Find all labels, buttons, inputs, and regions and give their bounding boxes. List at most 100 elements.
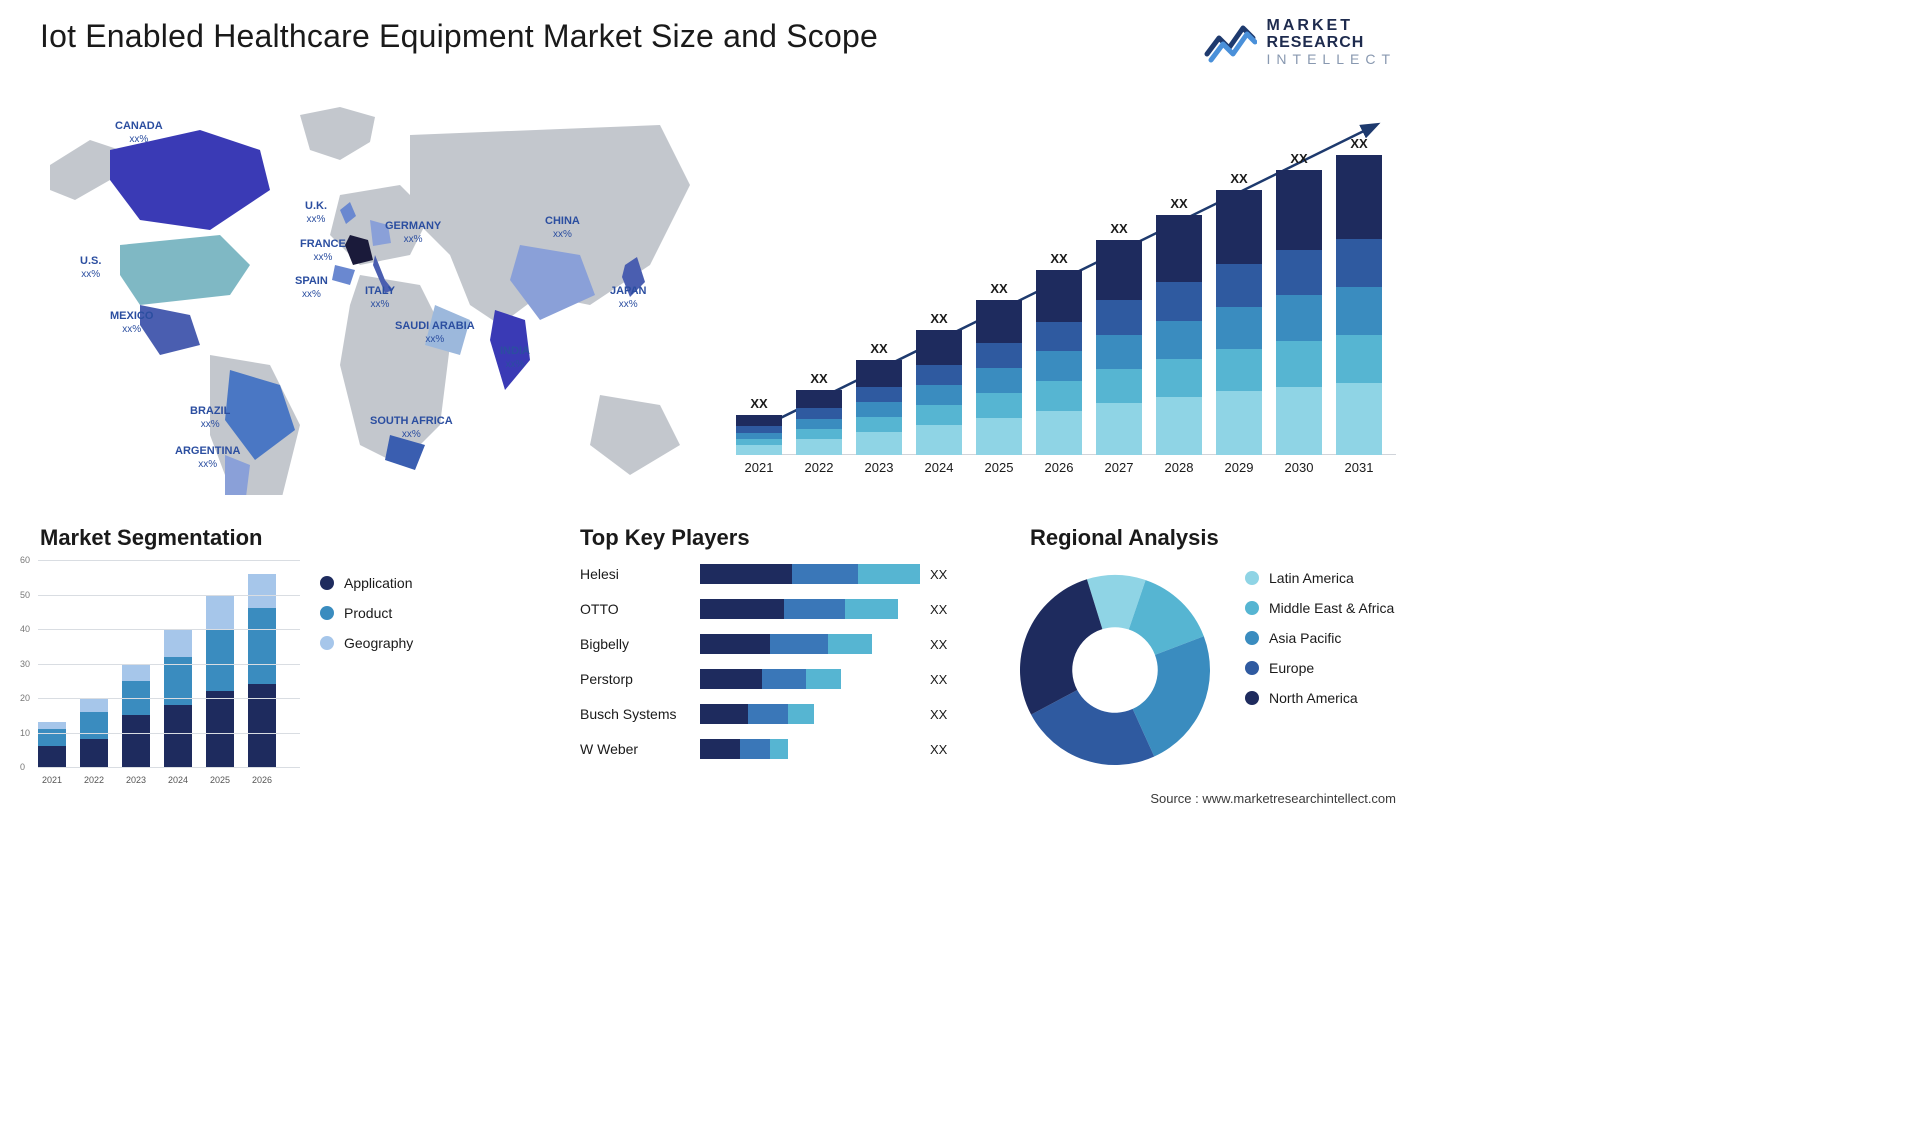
logo-line1: MARKET (1267, 18, 1396, 35)
world-map: CANADAxx% U.S.xx% MEXICOxx% BRAZILxx% ARGENT… (40, 95, 700, 495)
key-players-bar-chart: HelesiXXOTTOXXBigbellyXXPerstorpXXBusch … (580, 560, 970, 785)
growth-bar: XX2028 (1156, 215, 1202, 455)
segmentation-title: Market Segmentation (40, 525, 263, 551)
map-label: U.K.xx% (305, 200, 327, 225)
growth-bar-year: 2021 (736, 460, 782, 475)
regional-donut-chart (1005, 560, 1225, 780)
segmentation-bar: 2026 (248, 574, 276, 767)
page-title: Iot Enabled Healthcare Equipment Market … (40, 18, 878, 55)
map-label: JAPANxx% (610, 285, 646, 310)
growth-bar-value: XX (1156, 196, 1202, 215)
growth-bar-value: XX (916, 311, 962, 330)
growth-stacked-bar-chart: XX2021XX2022XX2023XX2024XX2025XX2026XX20… (736, 110, 1396, 475)
brand-logo: MARKET RESEARCH INTELLECT (1203, 18, 1396, 66)
player-row: Helesi XX (580, 560, 970, 588)
legend-item: Geography (320, 635, 413, 651)
player-name: OTTO (580, 601, 700, 617)
segmentation-year: 2026 (248, 775, 276, 785)
player-name: Perstorp (580, 671, 700, 687)
player-value: XX (930, 637, 947, 652)
map-label: SOUTH AFRICAxx% (370, 415, 453, 440)
player-row: Bigbelly XX (580, 630, 970, 658)
growth-bar-year: 2022 (796, 460, 842, 475)
regional-legend: Latin America Middle East & Africa Asia Pa… (1245, 570, 1394, 720)
map-label: MEXICOxx% (110, 310, 153, 335)
growth-bar-year: 2028 (1156, 460, 1202, 475)
growth-bar-value: XX (1336, 136, 1382, 155)
growth-bar: XX2025 (976, 300, 1022, 455)
player-row: OTTO XX (580, 595, 970, 623)
legend-item: North America (1245, 690, 1394, 706)
logo-line2: RESEARCH (1267, 35, 1396, 52)
segmentation-year: 2022 (80, 775, 108, 785)
map-label: BRAZILxx% (190, 405, 230, 430)
growth-bar: XX2022 (796, 390, 842, 455)
growth-bar-year: 2027 (1096, 460, 1142, 475)
map-label: ARGENTINAxx% (175, 445, 240, 470)
segmentation-year: 2025 (206, 775, 234, 785)
players-title: Top Key Players (580, 525, 750, 551)
growth-bar: XX2031 (1336, 155, 1382, 455)
player-value: XX (930, 742, 947, 757)
growth-bar-year: 2029 (1216, 460, 1262, 475)
growth-bar-year: 2030 (1276, 460, 1322, 475)
growth-bar-value: XX (796, 371, 842, 390)
growth-bar-year: 2026 (1036, 460, 1082, 475)
growth-bar: XX2024 (916, 330, 962, 455)
legend-item: Latin America (1245, 570, 1394, 586)
map-label: CHINAxx% (545, 215, 580, 240)
growth-bar: XX2029 (1216, 190, 1262, 455)
segmentation-year: 2023 (122, 775, 150, 785)
player-row: Perstorp XX (580, 665, 970, 693)
player-value: XX (930, 602, 947, 617)
map-label: SPAINxx% (295, 275, 328, 300)
growth-bar-year: 2023 (856, 460, 902, 475)
map-label: FRANCExx% (300, 238, 346, 263)
growth-bar: XX2021 (736, 415, 782, 455)
legend-item: Product (320, 605, 413, 621)
player-row: Busch Systems XX (580, 700, 970, 728)
growth-bar-value: XX (736, 396, 782, 415)
legend-item: Europe (1245, 660, 1394, 676)
logo-line3: INTELLECT (1267, 52, 1396, 67)
segmentation-bar: 2023 (122, 664, 150, 768)
player-name: Busch Systems (580, 706, 700, 722)
legend-item: Application (320, 575, 413, 591)
map-label: INDIAxx% (500, 345, 530, 370)
player-value: XX (930, 707, 947, 722)
player-name: Helesi (580, 566, 700, 582)
growth-bar-value: XX (1036, 251, 1082, 270)
growth-bar: XX2030 (1276, 170, 1322, 455)
player-name: Bigbelly (580, 636, 700, 652)
player-value: XX (930, 672, 947, 687)
map-label: SAUDI ARABIAxx% (395, 320, 475, 345)
segmentation-bar: 2021 (38, 722, 66, 767)
map-label: GERMANYxx% (385, 220, 441, 245)
growth-bar-year: 2025 (976, 460, 1022, 475)
map-label: U.S.xx% (80, 255, 101, 280)
segmentation-stacked-bar-chart: 202120222023202420252026 0102030405060 (20, 560, 300, 785)
legend-item: Middle East & Africa (1245, 600, 1394, 616)
player-name: W Weber (580, 741, 700, 757)
growth-bar-year: 2031 (1336, 460, 1382, 475)
growth-bar-value: XX (856, 341, 902, 360)
growth-bar: XX2027 (1096, 240, 1142, 455)
legend-item: Asia Pacific (1245, 630, 1394, 646)
segmentation-bar: 2025 (206, 595, 234, 768)
source-attribution: Source : www.marketresearchintellect.com (1150, 791, 1396, 806)
segmentation-legend: Application Product Geography (320, 575, 413, 665)
map-label: CANADAxx% (115, 120, 163, 145)
map-label: ITALYxx% (365, 285, 395, 310)
growth-bar-year: 2024 (916, 460, 962, 475)
growth-bar-value: XX (1096, 221, 1142, 240)
player-value: XX (930, 567, 947, 582)
growth-bar-value: XX (1216, 171, 1262, 190)
donut-slice (1020, 579, 1102, 714)
growth-bar-value: XX (976, 281, 1022, 300)
player-row: W Weber XX (580, 735, 970, 763)
growth-bar: XX2023 (856, 360, 902, 455)
logo-mark-icon (1203, 20, 1257, 64)
segmentation-year: 2021 (38, 775, 66, 785)
segmentation-year: 2024 (164, 775, 192, 785)
growth-bar-value: XX (1276, 151, 1322, 170)
